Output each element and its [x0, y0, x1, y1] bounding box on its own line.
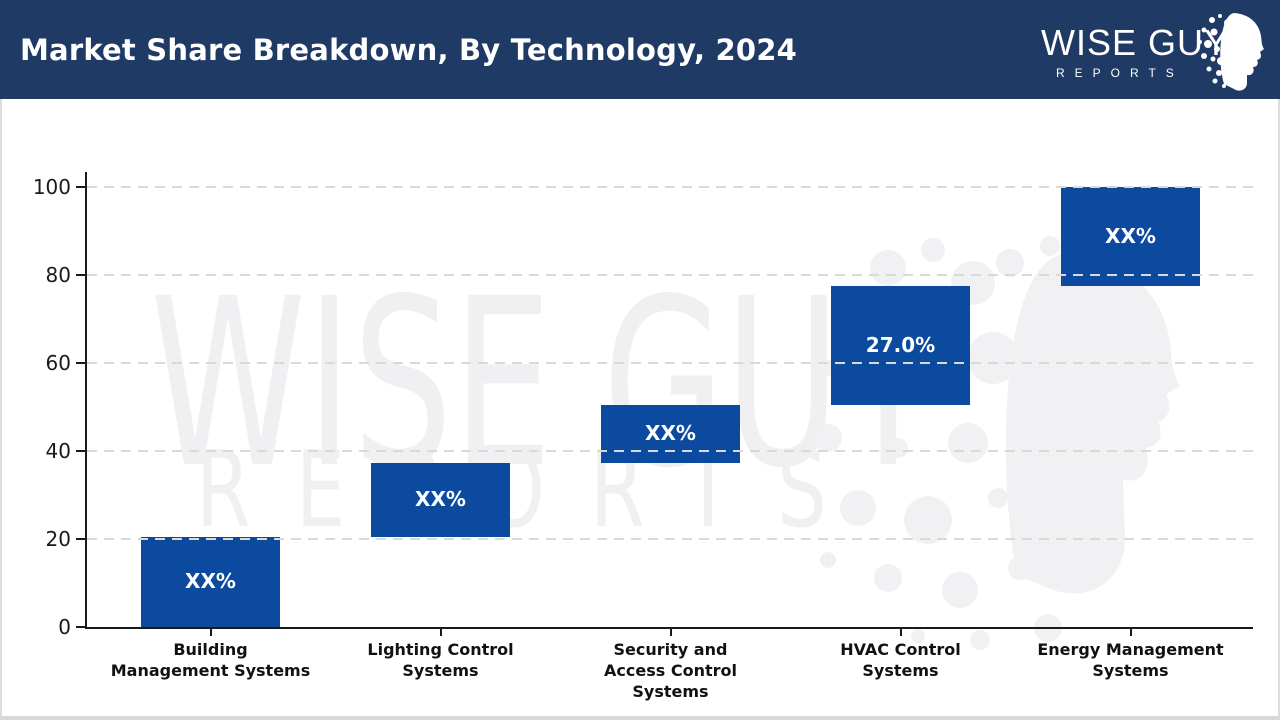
y-tick-mark: [76, 450, 85, 453]
y-tick-mark: [76, 626, 85, 628]
bar-value-label: XX%: [1105, 223, 1156, 248]
page-border-bottom: [0, 716, 1280, 720]
x-axis-line: [85, 627, 1253, 629]
y-tick-label: 60: [45, 351, 71, 376]
x-axis-category-label-hvac-control-systems: HVAC Control Systems: [786, 639, 1016, 681]
bar-lighting-control-systems: [371, 463, 510, 537]
gridline-20: [87, 538, 1253, 541]
wise-guy-reports-logo: WISE GUY REPORTS: [1008, 4, 1270, 96]
page-title: Market Share Breakdown, By Technology, 2…: [20, 33, 798, 67]
page-border-right: [1278, 99, 1280, 720]
header-bar: Market Share Breakdown, By Technology, 2…: [0, 0, 1280, 99]
y-tick-label: 80: [45, 263, 71, 288]
y-tick-mark: [76, 274, 85, 277]
y-tick-mark: [76, 538, 85, 541]
y-axis-line: [85, 172, 87, 629]
y-tick-mark: [76, 186, 85, 189]
category-label-line: Security and: [613, 640, 728, 659]
bar-value-label: 27.0%: [865, 332, 936, 357]
category-label-line: Access Control: [604, 661, 737, 680]
x-tick-mark: [899, 627, 902, 636]
bar-value-label: XX%: [415, 486, 466, 511]
bar-security-and-access-control-systems: [601, 405, 740, 464]
gridline-60: [87, 362, 1253, 365]
x-tick-mark: [209, 627, 212, 636]
x-axis-category-label-building-management-systems: Building Management Systems: [96, 639, 326, 681]
y-tick-label: 0: [58, 615, 71, 639]
y-tick-label: 20: [45, 527, 71, 552]
x-tick-mark: [669, 627, 672, 636]
category-label-line: Systems: [1092, 661, 1169, 680]
y-tick-label: 100: [32, 175, 71, 200]
bar-value-label: XX%: [185, 568, 236, 593]
chart-plot-area: XX% Building Management Systems XX% Lighting…: [33, 172, 1253, 701]
category-label-line: Systems: [402, 661, 479, 680]
category-label-line: Lighting Control: [367, 640, 514, 659]
x-tick-mark: [1129, 627, 1132, 636]
logo-subtitle: REPORTS: [1056, 66, 1184, 80]
y-tick-label: 40: [45, 439, 71, 464]
gridline-100: [87, 186, 1253, 189]
logo-wordmark: WISE GUY: [1041, 22, 1230, 63]
category-label-line: Management Systems: [110, 661, 311, 680]
y-tick-mark: [76, 362, 85, 365]
category-label-line: Systems: [862, 661, 939, 680]
x-axis-category-label-energy-management-systems: Energy Management Systems: [1016, 639, 1246, 681]
dot-head-icon: [1198, 13, 1264, 91]
gridline-80: [87, 274, 1253, 277]
category-label-line: Systems: [632, 682, 709, 701]
category-label-line: Energy Management: [1037, 640, 1224, 659]
category-label-line: Building: [173, 640, 248, 659]
bar-value-label: XX%: [645, 421, 696, 445]
x-axis-category-label-security-and-access-control-systems: Security and Access Control Systems: [556, 639, 786, 702]
x-axis-category-label-lighting-control-systems: Lighting Control Systems: [326, 639, 556, 681]
bar-building-management-systems: [141, 536, 280, 627]
category-label-line: HVAC Control: [840, 640, 961, 659]
gridline-40: [87, 450, 1253, 453]
page-border-left: [0, 99, 2, 720]
x-tick-mark: [439, 627, 442, 636]
